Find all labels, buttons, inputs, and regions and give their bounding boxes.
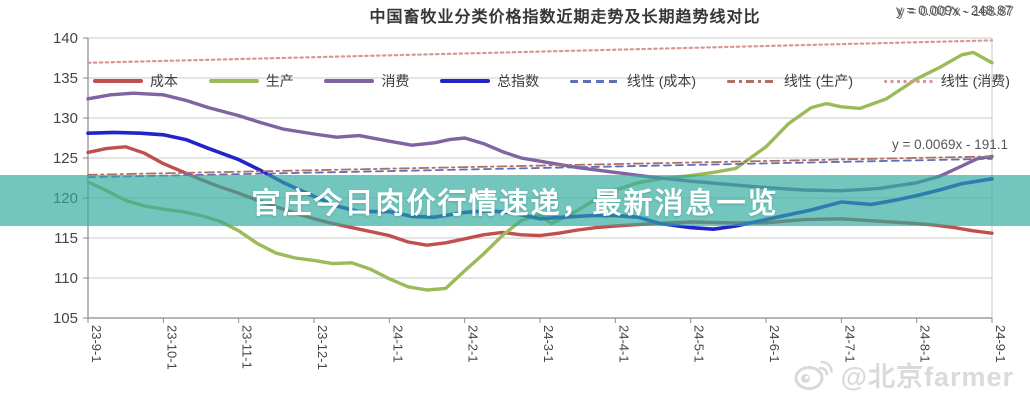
legend-item-4: 总指数: [440, 71, 539, 91]
legend-item-6: 线性 (生产): [726, 71, 854, 91]
svg-text:23-10-1: 23-10-1: [164, 325, 179, 370]
watermark-text: @北京farmer: [840, 362, 1014, 392]
svg-text:24-7-1: 24-7-1: [842, 325, 857, 363]
svg-text:140: 140: [53, 30, 78, 47]
svg-text:110: 110: [54, 270, 78, 287]
trendline-equation-overlapped: y = 0.007x - 168.87 y = 0.009x - 248.87: [896, 3, 1014, 19]
news-banner-text: 官庄今日肉价行情速递，最新消息一览: [251, 187, 779, 220]
svg-text:24-6-1: 24-6-1: [767, 325, 782, 363]
svg-text:24-9-1: 24-9-1: [993, 325, 1008, 363]
legend-line-sample: [726, 79, 777, 83]
legend-item-5: 线性 (成本): [569, 71, 697, 91]
legend-line-sample: [883, 79, 934, 83]
svg-text:130: 130: [53, 110, 78, 127]
legend-label: 成本: [150, 73, 178, 89]
svg-text:24-4-1: 24-4-1: [616, 325, 631, 363]
legend-item-1: 成本: [93, 71, 178, 91]
svg-text:24-3-1: 24-3-1: [541, 325, 556, 363]
legend-item-3: 消费: [324, 71, 409, 91]
svg-text:23-12-1: 23-12-1: [315, 325, 330, 370]
chart-legend: 成本 生产 消费 总指数 线性 (成本) 线性 (生产) 线性 (消费): [93, 71, 1010, 91]
svg-text:24-8-1: 24-8-1: [918, 325, 933, 363]
svg-text:24-1-1: 24-1-1: [390, 325, 405, 363]
trendline-equation-top-b: y = 0.007x - 168.87: [898, 4, 1014, 19]
legend-item-7: 线性 (消费): [883, 71, 1010, 91]
weibo-icon: [794, 360, 833, 390]
svg-text:125: 125: [53, 150, 78, 167]
svg-text:115: 115: [54, 230, 78, 247]
trendline-equation-top-a: y = 0.009x - 248.87: [896, 3, 1012, 18]
legend-line-sample: [93, 79, 143, 83]
svg-text:23-9-1: 23-9-1: [89, 325, 104, 363]
legend-label: 线性 (成本): [626, 73, 697, 89]
svg-text:24-2-1: 24-2-1: [466, 325, 481, 363]
legend-line-sample: [569, 79, 620, 83]
weibo-watermark: @北京farmer: [793, 355, 1014, 394]
legend-label: 总指数: [497, 73, 540, 89]
legend-label: 消费: [381, 73, 410, 89]
svg-text:24-5-1: 24-5-1: [692, 325, 707, 363]
legend-item-2: 生产: [208, 71, 294, 91]
legend-label: 线性 (生产): [783, 73, 854, 89]
news-banner: 官庄今日肉价行情速递，最新消息一览: [0, 175, 1030, 226]
legend-label: 线性 (消费): [940, 73, 1010, 89]
trendline-equation-mid: y = 0.0069x - 191.1: [892, 137, 1008, 152]
legend-line-sample: [208, 79, 259, 83]
legend-line-sample: [440, 79, 491, 83]
svg-text:105: 105: [53, 310, 78, 327]
legend-line-sample: [324, 79, 375, 83]
svg-text:23-11-1: 23-11-1: [240, 325, 255, 369]
legend-label: 生产: [265, 73, 294, 89]
chart-title: 中国畜牧业分类价格指数近期走势及长期趋势线对比: [369, 9, 761, 26]
svg-text:135: 135: [53, 70, 78, 87]
